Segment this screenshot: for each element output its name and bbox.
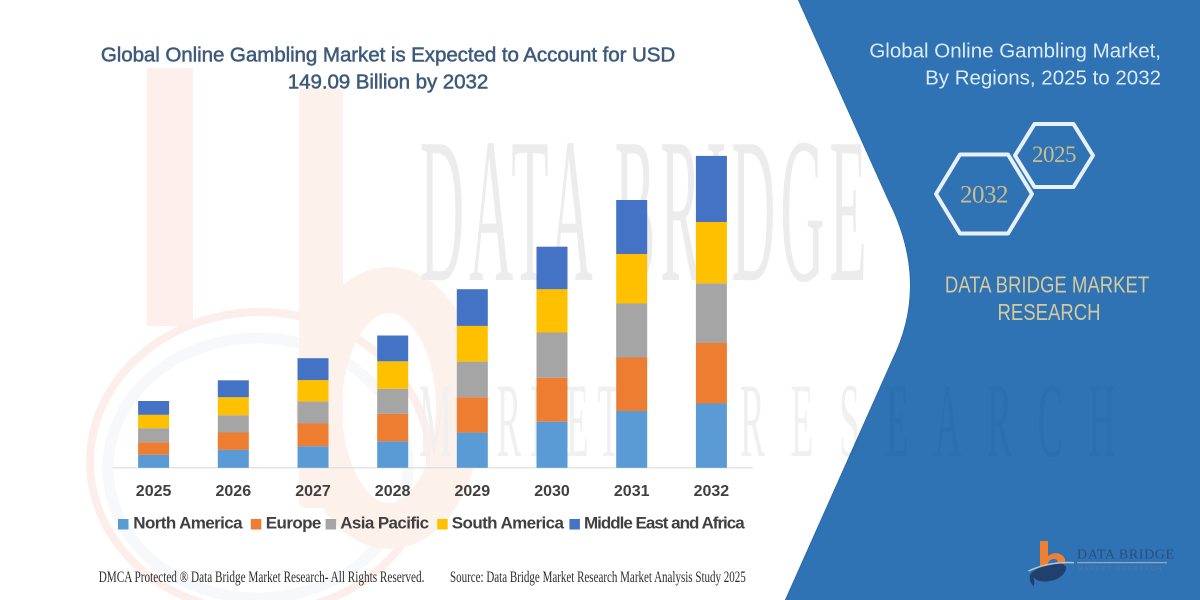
svg-text:Source: Data Bridge Market Res: Source: Data Bridge Market Research Mark… [450,568,746,585]
svg-text:DATA BRIDGE: DATA BRIDGE [1077,548,1175,563]
svg-text:149.09 Billion by 2032: 149.09 Billion by 2032 [288,71,488,94]
svg-text:2027: 2027 [295,483,331,500]
svg-text:North America: North America [133,514,243,533]
svg-text:2032: 2032 [694,483,730,500]
svg-text:Europe: Europe [266,514,321,533]
svg-text:2030: 2030 [534,483,570,500]
svg-text:2025: 2025 [136,483,172,500]
svg-text:Global Online Gambling Market: Global Online Gambling Market is Expecte… [101,44,675,67]
svg-text:2026: 2026 [216,483,252,500]
svg-text:2032: 2032 [960,182,1008,209]
svg-text:Global Online Gambling Market,: Global Online Gambling Market, [869,40,1161,63]
svg-text:MARKET RESEARCH: MARKET RESEARCH [1078,566,1163,573]
svg-text:RESEARCH: RESEARCH [997,300,1100,326]
svg-text:2025: 2025 [1032,142,1076,167]
svg-text:DATA BRIDGE MARKET: DATA BRIDGE MARKET [945,273,1149,299]
svg-text:DMCA Protected ® Data Bridge M: DMCA Protected ® Data Bridge Market Rese… [99,568,425,585]
svg-text:South America: South America [452,514,565,533]
svg-text:MARKET: MARKET [419,363,629,480]
svg-text:Asia Pacific: Asia Pacific [340,514,428,533]
svg-text:2031: 2031 [614,483,650,500]
svg-text:Middle East and Africa: Middle East and Africa [584,514,745,533]
svg-text:2029: 2029 [455,483,491,500]
svg-text:By Regions, 2025 to 2032: By Regions, 2025 to 2032 [925,67,1161,90]
svg-text:2028: 2028 [375,483,411,500]
